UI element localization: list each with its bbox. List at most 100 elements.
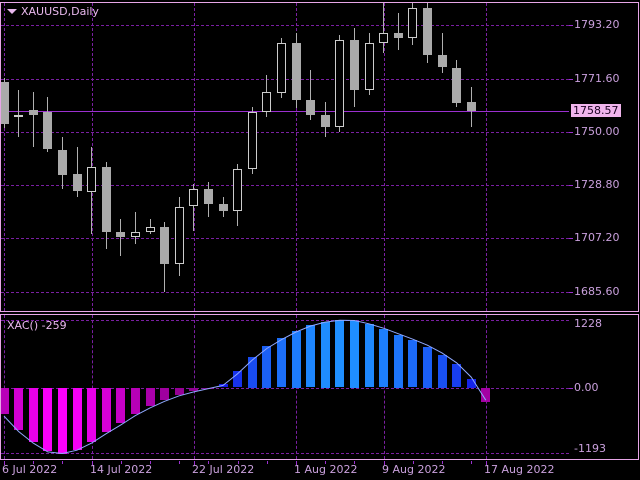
histogram-bar-positive (452, 364, 461, 387)
candle-wick (383, 3, 384, 53)
candle-body-bullish (248, 112, 257, 169)
price-axis-label: 1771.60 (574, 72, 620, 85)
histogram-bar-positive (467, 379, 476, 388)
time-axis-minor-tick (238, 461, 239, 464)
time-gridline (384, 3, 385, 311)
candle-wick (18, 90, 19, 137)
time-gridline (4, 3, 5, 311)
price-axis-tick (569, 132, 573, 133)
indicator-axis-label: 0.00 (574, 381, 599, 394)
histogram-bar-negative (73, 388, 82, 450)
current-price-tag: 1758.57 (571, 104, 621, 117)
candle-body-bearish (160, 227, 169, 264)
histogram-bar-positive (408, 340, 417, 387)
candle-body-bearish (1, 82, 9, 124)
indicator-axis-label: -1193 (574, 442, 606, 455)
histogram-bar-negative (131, 388, 140, 414)
candle-body-bearish (43, 112, 52, 149)
price-gridline (1, 185, 569, 186)
histogram-bar-positive (335, 320, 344, 387)
candlestick (306, 3, 315, 311)
time-axis-minor-tick (267, 461, 268, 464)
time-axis-label: 6 Jul 2022 (2, 463, 58, 476)
candlestick (189, 3, 198, 311)
candle-body-bullish (233, 169, 242, 211)
indicator-plot-area[interactable] (1, 315, 569, 459)
candle-body-bullish (146, 227, 155, 232)
histogram-bar-positive (321, 322, 330, 388)
candle-body-bullish (14, 115, 23, 117)
histogram-bar-negative (102, 388, 111, 432)
candlestick (379, 3, 388, 311)
time-axis-minor-tick (325, 461, 326, 464)
time-axis-minor-tick (92, 461, 93, 464)
candlestick (292, 3, 301, 311)
histogram-bar-negative (58, 388, 67, 454)
candlestick (394, 3, 403, 311)
candle-body-bearish (306, 100, 315, 115)
price-gridline (1, 292, 569, 293)
histogram-bar-negative (116, 388, 125, 423)
price-axis-label: 1685.60 (574, 285, 620, 298)
histogram-bar-negative (43, 388, 52, 451)
candle-body-bearish (467, 102, 476, 111)
histogram-bar-negative (14, 388, 23, 430)
time-gridline (4, 315, 5, 459)
time-axis-tick (486, 461, 487, 465)
candlestick (365, 3, 374, 311)
indicator-axis-tick (569, 388, 573, 389)
candlestick (233, 3, 242, 311)
candle-body-bearish (423, 8, 432, 55)
candlestick (102, 3, 111, 311)
indicator-gridline (1, 320, 569, 321)
time-axis-minor-tick (33, 461, 34, 464)
time-axis-minor-tick (413, 461, 414, 464)
time-axis-label: 9 Aug 2022 (382, 463, 446, 476)
time-gridline (486, 315, 487, 459)
time-axis-minor-tick (179, 461, 180, 464)
candlestick (43, 3, 52, 311)
candlestick (1, 3, 9, 311)
candle-body-bearish (204, 189, 213, 204)
candle-wick (193, 184, 194, 231)
price-gridline (1, 132, 569, 133)
candlestick (262, 3, 271, 311)
histogram-bar-negative (189, 388, 198, 391)
price-plot-area[interactable] (1, 3, 569, 311)
time-axis-label: 17 Aug 2022 (484, 463, 555, 476)
candle-wick (442, 33, 443, 73)
price-axis-tick (569, 185, 573, 186)
triangle-down-icon[interactable] (7, 9, 17, 14)
candle-wick (120, 219, 121, 256)
candlestick (116, 3, 125, 311)
time-axis[interactable]: 6 Jul 2022 14 Jul 2022 22 Jul 2022 1 Aug 20… (0, 461, 640, 480)
time-axis-minor-tick (384, 461, 385, 464)
candlestick (277, 3, 286, 311)
time-axis-minor-tick (121, 461, 122, 464)
price-axis-tick (569, 292, 573, 293)
histogram-bar-negative (481, 388, 490, 402)
candle-wick (310, 70, 311, 120)
histogram-bar-negative (87, 388, 96, 442)
histogram-bar-positive (233, 371, 242, 387)
time-axis-tick (194, 461, 195, 465)
time-gridline (296, 3, 297, 311)
candle-body-bullish (277, 43, 286, 93)
time-axis-minor-tick (4, 461, 5, 464)
time-axis-minor-tick (442, 461, 443, 464)
histogram-bar-positive (394, 335, 403, 388)
time-gridline (384, 315, 385, 459)
histogram-bar-negative (146, 388, 155, 406)
candle-body-bullish (175, 207, 184, 264)
candlestick (160, 3, 169, 311)
signal-line (3, 319, 487, 455)
time-gridline (486, 3, 487, 311)
histogram-bar-negative (1, 388, 9, 414)
histogram-bar-positive (379, 329, 388, 387)
candle-body-bullish (131, 232, 140, 237)
candle-body-bullish (262, 92, 271, 112)
price-axis-label: 1728.80 (574, 178, 620, 191)
time-axis-minor-tick (208, 461, 209, 464)
candlestick (204, 3, 213, 311)
time-axis-minor-tick (62, 461, 63, 464)
